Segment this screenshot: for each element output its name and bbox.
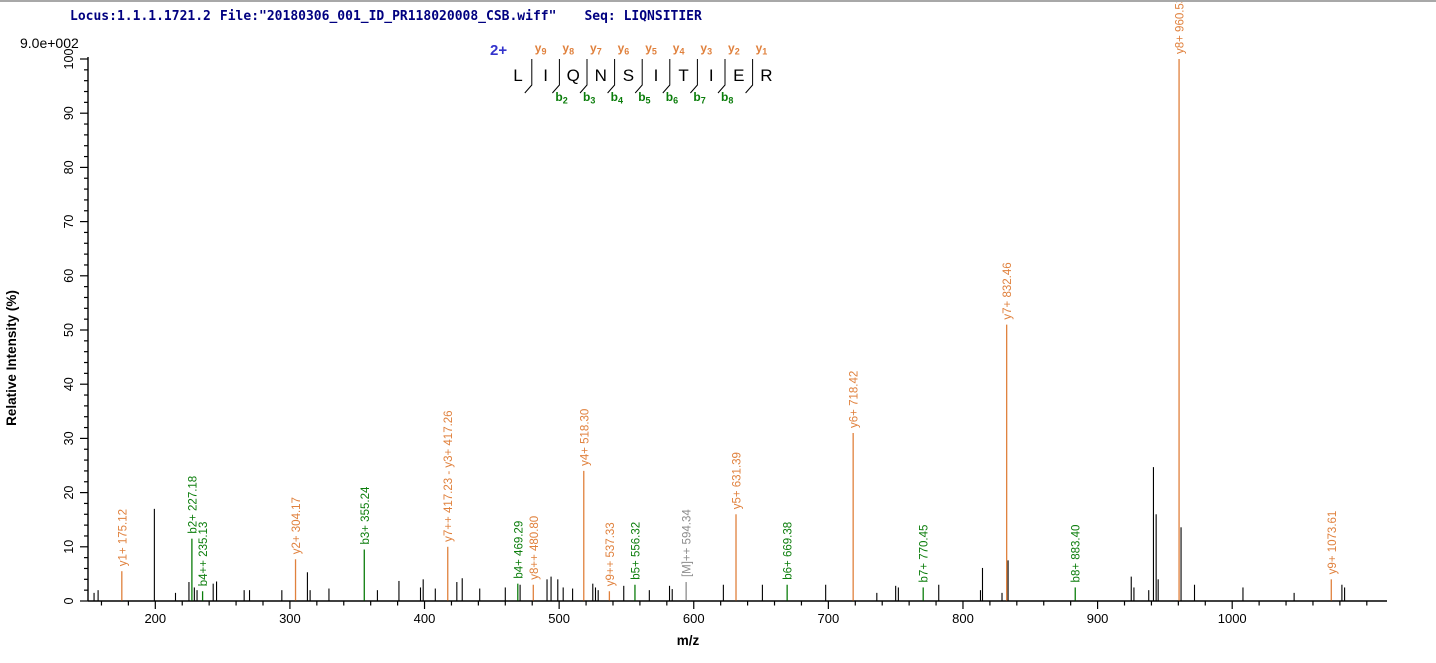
residue-letter: I: [543, 66, 548, 85]
residue-letter: L: [513, 66, 522, 85]
peak-label: b5+ 556.32: [630, 522, 642, 580]
cleavage-mark: [690, 59, 698, 94]
y-tick-label: 60: [62, 269, 76, 283]
peak-label: b8+ 883.40: [1071, 525, 1083, 583]
fragment-map: 2+L I Q N S I T I E Ry9 y8b2y7b3y6b4y5b5y4b6y3b7y2…: [490, 41, 773, 106]
peak-label: y1+ 175.12: [117, 509, 129, 566]
b-ion-label: b6: [666, 90, 678, 106]
x-axis-title: m/z: [677, 633, 700, 648]
x-tick-label: 1000: [1218, 611, 1247, 626]
x-tick-label: 400: [414, 611, 436, 626]
y-tick-label: 10: [62, 540, 76, 554]
peak-label: y8+ 960.53: [1175, 2, 1187, 54]
residue-letter: T: [678, 66, 688, 85]
spectrum-header: Locus:1.1.1.1721.2 File:"20180306_001_ID…: [70, 9, 702, 24]
peak-label: b3+ 355.24: [360, 486, 372, 544]
y-ion-label: y1: [756, 41, 768, 57]
y-tick-label: 30: [62, 431, 76, 445]
y-ion-label: y9: [535, 41, 547, 57]
y-ion-label: y6: [618, 41, 630, 57]
y-tick-label: 40: [62, 377, 76, 391]
cleavage-mark: [579, 59, 588, 94]
x-tick-label: 500: [548, 611, 570, 626]
y-ion-label: y4: [673, 41, 685, 57]
x-tick-label: 800: [952, 611, 974, 626]
residue-letter: E: [733, 66, 744, 85]
peak-label: y6+ 718.42: [849, 371, 861, 428]
x-tick-label: 700: [818, 611, 840, 626]
peak-label: y5+ 631.39: [732, 452, 744, 509]
cleavage-mark: [662, 59, 671, 94]
y-tick-label: 20: [62, 486, 76, 500]
y-tick-label: 80: [62, 160, 76, 174]
peak-label: y9+ 1073.61: [1327, 511, 1339, 575]
b-ion-label: b4: [611, 90, 623, 106]
peak-label: b2+ 227.18: [187, 476, 199, 534]
x-tick-label: 900: [1087, 611, 1109, 626]
x-tick-label: 300: [279, 611, 301, 626]
b-ion-label: b8: [721, 90, 733, 106]
y-tick-label: 100: [62, 49, 76, 70]
cleavage-mark: [552, 59, 560, 94]
file-label: File:"20180306_001_ID_PR118020008_CSB.wi…: [219, 9, 557, 24]
x-tick-label: 200: [144, 611, 166, 626]
cleavage-mark: [745, 59, 754, 94]
max-intensity-label: 9.0e+002: [20, 35, 79, 51]
peak-label: b7+ 770.45: [919, 525, 931, 583]
y-axis-title: Relative Intensity (%): [4, 290, 19, 426]
peak-label: b6+ 669.38: [783, 522, 795, 580]
peak-label: b4+ 469.29: [513, 521, 525, 579]
y-tick-label: 0: [62, 597, 76, 604]
peak-label: y8++ 480.80: [529, 516, 541, 580]
locus-label: Locus:1.1.1.1721.2: [70, 9, 211, 24]
peak-label: [M]++ 594.34: [682, 509, 694, 577]
b-ion-label: b5: [638, 90, 650, 106]
unassigned-peaks: [93, 467, 1346, 601]
peak-label: y2+ 304.17: [291, 497, 303, 554]
sequence-label: Seq: LIQNSITIER: [584, 9, 702, 24]
y-ion-label: y2: [728, 41, 740, 57]
residue-letter: Q: [567, 66, 580, 85]
b-ion-label: b2: [555, 90, 567, 106]
residue-letter: N: [595, 66, 607, 85]
axes: [87, 57, 1387, 602]
residue-letter: S: [623, 66, 634, 85]
residue-letter: R: [760, 66, 772, 85]
peak-label: y7++ 417.23 - y3+ 417.26: [443, 410, 455, 541]
b-ion-label: b3: [583, 90, 595, 106]
peak-label: y9++ 537.33: [605, 522, 617, 586]
y-ion-label: y8: [562, 41, 574, 57]
peak-label: y7+ 832.46: [1002, 262, 1014, 319]
y-ion-label: y7: [590, 41, 602, 57]
cleavage-mark: [607, 59, 616, 94]
cleavage-mark: [524, 59, 533, 94]
y-tick-label: 70: [62, 215, 76, 229]
x-ticks: 200 300 400 500 600 700 800 900 1000: [100, 601, 1368, 626]
peak-label: y4+ 518.30: [579, 409, 591, 466]
y-ticks: 0 10 20 30 40 50 60 70 80 90 100: [62, 49, 88, 604]
precursor-charge-label: 2+: [490, 42, 507, 59]
b-ion-label: b7: [693, 90, 705, 106]
y-ion-label: y5: [645, 41, 657, 57]
y-ion-label: y3: [700, 41, 712, 57]
residue-letter: I: [654, 66, 659, 85]
y-tick-label: 90: [62, 106, 76, 120]
cleavage-mark: [717, 59, 726, 94]
y-tick-label: 50: [62, 323, 76, 337]
x-tick-label: 600: [683, 611, 705, 626]
cleavage-mark: [634, 59, 643, 94]
peak-label: b4++ 235.13: [198, 522, 210, 587]
residue-letter: I: [709, 66, 714, 85]
